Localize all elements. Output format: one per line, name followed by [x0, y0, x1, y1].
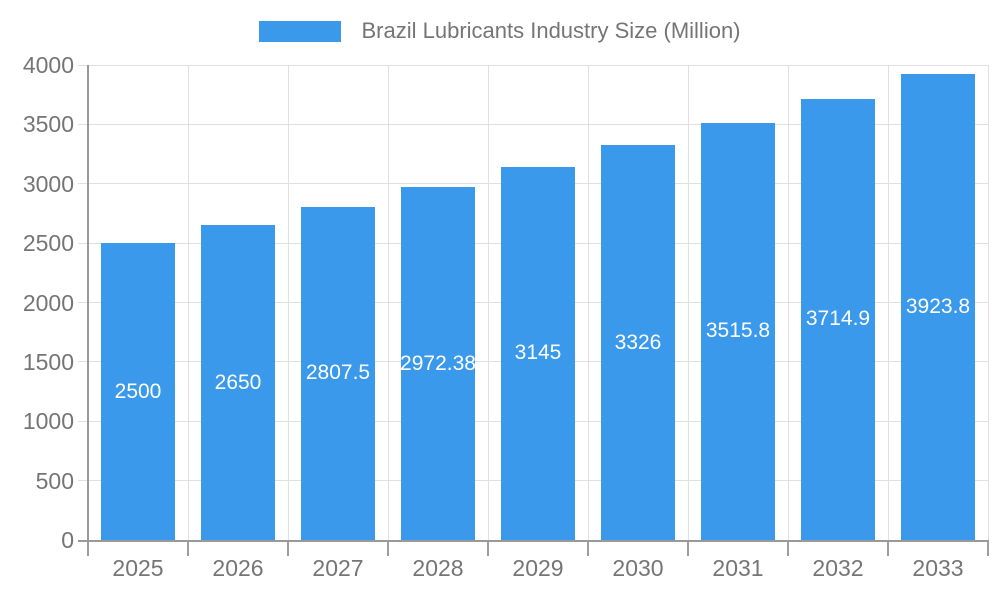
y-gridline	[78, 123, 988, 125]
x-axis-line	[78, 540, 988, 542]
x-axis-tick	[387, 540, 389, 556]
bar-value-label: 3145	[514, 341, 562, 365]
legend-swatch-icon	[259, 20, 342, 42]
x-gridline	[787, 65, 789, 540]
x-axis-tick-label: 2026	[212, 555, 264, 581]
x-axis-tick	[787, 540, 789, 556]
plot-area: 2500 2650 2807.5 2972.38 3145 3326 3515.8 3714.…	[78, 64, 989, 556]
x-axis-tick	[887, 540, 889, 556]
x-gridline	[987, 65, 989, 540]
x-axis-tick-label: 2027	[312, 555, 364, 581]
x-axis-tick	[687, 540, 689, 556]
bar-value-label: 3714.9	[805, 307, 871, 331]
bar	[201, 225, 275, 540]
x-axis-tick-label: 2028	[412, 555, 464, 581]
bar-value-label: 3326	[614, 330, 662, 354]
bar	[801, 98, 875, 540]
x-gridline	[887, 65, 889, 540]
x-gridline	[487, 65, 489, 540]
y-axis-tick-label: 500	[35, 467, 74, 494]
y-axis-tick-label: 3000	[22, 170, 74, 197]
bar-value-label: 3515.8	[705, 319, 771, 343]
bar	[901, 74, 975, 540]
y-axis-tick-label: 0	[61, 527, 74, 553]
bar	[401, 187, 475, 540]
bar-value-label: 2650	[214, 370, 262, 394]
y-axis-tick-label: 4000	[22, 52, 74, 78]
y-axis-line	[87, 65, 89, 542]
x-axis-tick	[187, 540, 189, 556]
bar-value-label: 3923.8	[905, 295, 971, 319]
x-gridline	[287, 65, 289, 540]
x-axis-tick-label: 2030	[612, 555, 664, 581]
x-axis-tick-label: 2033	[912, 555, 964, 581]
x-gridline	[587, 65, 589, 540]
bar	[101, 243, 175, 540]
y-axis-tick-label: 2500	[22, 230, 74, 257]
legend-label: Brazil Lubricants Industry Size (Million…	[361, 18, 741, 43]
x-axis-tick-label: 2031	[712, 555, 764, 581]
x-gridline	[387, 65, 389, 540]
y-axis-tick-label: 1000	[22, 408, 74, 435]
y-axis-tick-label: 2000	[22, 289, 74, 316]
x-axis-tick	[287, 540, 289, 556]
x-axis-tick	[87, 540, 89, 556]
x-axis-tick	[587, 540, 589, 556]
bar	[501, 166, 575, 540]
x-gridline	[187, 65, 189, 540]
bar	[701, 122, 775, 540]
bar-value-label: 2500	[114, 379, 162, 403]
y-gridline	[78, 64, 988, 66]
x-axis-tick	[987, 540, 989, 556]
y-axis-tick-label: 3500	[22, 111, 74, 138]
y-axis-tick-label: 1500	[22, 348, 74, 375]
bar-value-label: 2972.38	[400, 351, 476, 375]
x-gridline	[687, 65, 689, 540]
bar	[601, 145, 675, 540]
x-axis-tick-label: 2025	[112, 555, 164, 581]
x-axis-tick	[487, 540, 489, 556]
x-axis-tick-label: 2032	[812, 555, 864, 581]
bar-value-label: 2807.5	[305, 361, 371, 385]
x-axis-tick-label: 2029	[512, 555, 564, 581]
bar	[301, 206, 375, 540]
legend[interactable]: Brazil Lubricants Industry Size (Million…	[0, 18, 1000, 44]
